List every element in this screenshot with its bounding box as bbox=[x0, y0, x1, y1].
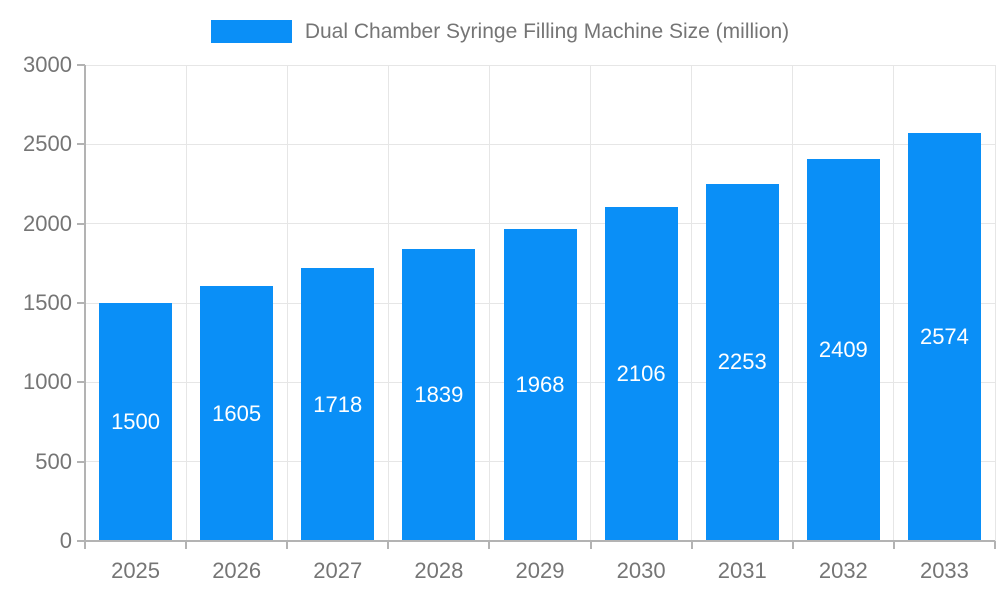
bar-value-label: 1605 bbox=[212, 400, 262, 426]
x-axis-tick bbox=[84, 541, 86, 549]
x-axis-tick bbox=[690, 541, 693, 549]
x-gridline bbox=[792, 65, 794, 541]
bar-value-label: 2409 bbox=[818, 336, 868, 362]
y-axis-tick-label: 2500 bbox=[23, 131, 72, 157]
bar-2027[interactable]: 1718 bbox=[301, 268, 375, 541]
x-axis-label-2028: 2028 bbox=[414, 558, 464, 583]
x-axis-tick bbox=[994, 541, 996, 549]
x-axis-label-2025: 2025 bbox=[111, 558, 161, 583]
x-axis-label-2029: 2029 bbox=[515, 558, 565, 583]
y-axis-tick-label: 1000 bbox=[23, 369, 72, 395]
bar-2028[interactable]: 1839 bbox=[402, 249, 476, 541]
y-axis-tick-label: 3000 bbox=[23, 52, 72, 77]
bar-value-label: 1718 bbox=[313, 391, 363, 417]
x-axis-tick bbox=[791, 541, 794, 549]
x-axis-label-2032: 2032 bbox=[818, 558, 868, 583]
x-axis-label-2031: 2031 bbox=[717, 558, 767, 583]
x-axis-label-2030: 2030 bbox=[616, 558, 666, 583]
x-gridline bbox=[488, 65, 490, 541]
x-gridline bbox=[691, 65, 693, 541]
y-axis-tick-label: 500 bbox=[35, 448, 72, 474]
x-axis-tick bbox=[185, 541, 188, 549]
y-gridline bbox=[85, 64, 995, 66]
y-gridline bbox=[85, 223, 995, 225]
bar-2032[interactable]: 2409 bbox=[806, 158, 880, 541]
x-axis-tick bbox=[387, 541, 390, 549]
x-axis-line bbox=[85, 540, 995, 542]
bar-value-label: 1839 bbox=[414, 382, 464, 408]
bar-2026[interactable]: 1605 bbox=[200, 286, 274, 541]
bar-value-label: 1968 bbox=[515, 371, 565, 397]
x-gridline bbox=[286, 65, 288, 541]
x-gridline bbox=[994, 65, 996, 541]
legend-swatch bbox=[210, 20, 292, 43]
y-axis-tick bbox=[77, 143, 85, 146]
x-axis-label-2027: 2027 bbox=[313, 558, 363, 583]
bar-2031[interactable]: 2253 bbox=[705, 183, 779, 541]
x-gridline bbox=[185, 65, 187, 541]
y-axis-tick-label: 2000 bbox=[23, 210, 72, 236]
y-axis-tick bbox=[77, 222, 85, 225]
bar-value-label: 2106 bbox=[616, 360, 666, 386]
y-axis-line bbox=[84, 65, 86, 541]
x-gridline bbox=[387, 65, 389, 541]
x-axis-tick bbox=[892, 541, 895, 549]
bar-2029[interactable]: 1968 bbox=[503, 228, 577, 541]
y-axis-tick bbox=[77, 302, 85, 304]
bar-2025[interactable]: 1500 bbox=[99, 303, 173, 541]
legend[interactable]: Dual Chamber Syringe Filling Machine Siz… bbox=[0, 19, 1000, 44]
y-axis-tick bbox=[77, 460, 85, 463]
y-axis-tick-label: 1500 bbox=[23, 290, 72, 315]
y-gridline bbox=[85, 143, 995, 145]
legend-label: Dual Chamber Syringe Filling Machine Siz… bbox=[304, 19, 790, 43]
x-axis-label-2026: 2026 bbox=[212, 558, 262, 583]
x-gridline bbox=[590, 65, 592, 541]
bar-value-label: 1500 bbox=[111, 409, 161, 434]
x-gridline bbox=[893, 65, 895, 541]
bar-2030[interactable]: 2106 bbox=[604, 206, 678, 541]
bar-2033[interactable]: 2574 bbox=[907, 132, 981, 541]
bar-value-label: 2253 bbox=[717, 349, 767, 375]
y-axis-tick bbox=[77, 381, 85, 384]
x-axis-tick bbox=[286, 541, 289, 549]
y-axis-tick-label: 0 bbox=[59, 528, 72, 553]
x-axis-label-2033: 2033 bbox=[919, 558, 969, 583]
y-axis-tick bbox=[77, 540, 85, 542]
bar-value-label: 2574 bbox=[919, 323, 969, 349]
x-axis-tick bbox=[589, 541, 592, 549]
x-axis-tick bbox=[488, 541, 491, 549]
y-axis-tick bbox=[77, 64, 85, 66]
